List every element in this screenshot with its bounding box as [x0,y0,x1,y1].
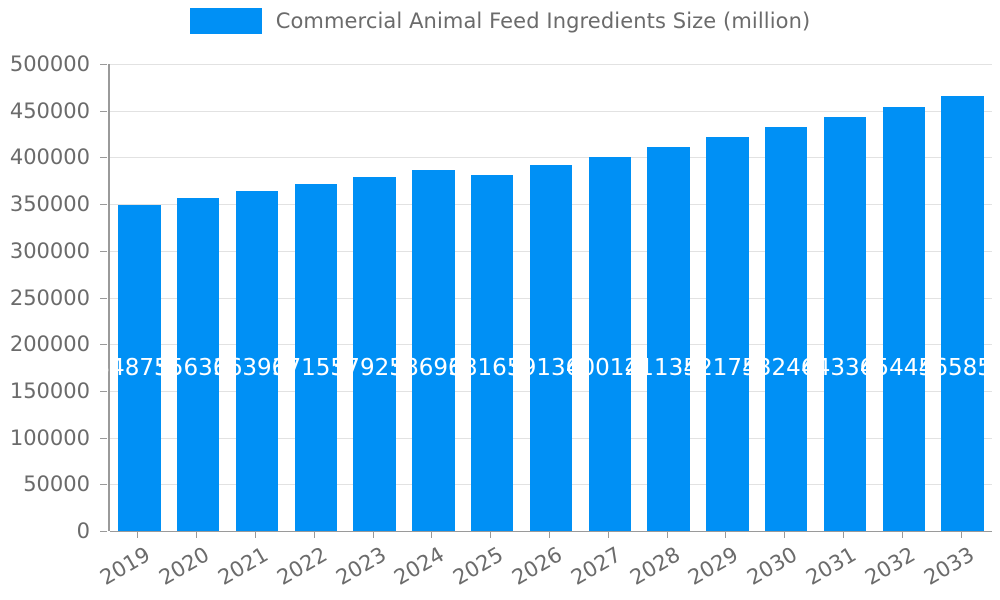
x-axis-tick-label: 2030 [743,542,802,590]
bar[interactable]: 371555 [272,183,360,531]
x-axis: 2019 2020 2021 2022 2023 2024 2025 2026 2027 2028… [96,531,990,600]
x-axis-tick-label: 2025 [449,542,508,590]
bar[interactable]: 356360 [154,198,242,531]
bar-slot: 356360 [154,64,242,531]
y-axis-tick-label: 300000 [9,238,90,263]
x-axis-tick-label: 2024 [390,542,449,590]
x-axis-tick-mark [549,531,550,538]
bar[interactable]: 432460 [742,127,830,531]
y-axis: 0 50000 100000 150000 200000 250000 300000 3500… [0,52,100,543]
bar[interactable]: 363960 [213,191,301,531]
bar[interactable]: 411354 [625,146,712,531]
x-axis-tick-mark [607,531,609,538]
x-axis-tick-mark [960,531,962,538]
y-axis-tick-label: 400000 [9,145,90,170]
gridline [110,157,992,159]
y-axis-tick-mark [100,531,107,532]
y-axis-tick-mark [100,64,107,65]
y-axis-tick-label: 350000 [9,192,90,217]
x-axis-tick-mark [196,531,198,538]
bar[interactable]: 465850 [919,95,1000,531]
bar-series: 348755 356360 363960 371555 379250 386960 3816… [95,64,1000,531]
y-axis-tick-mark [100,484,107,486]
y-axis-tick-mark [100,390,107,392]
x-axis-tick-label: 2019 [96,542,155,590]
bar-slot: 400120 [566,64,654,531]
plot-area: 348755 356360 363960 371555 379250 386960 3816… [95,64,1000,532]
x-axis-tick-mark [843,531,844,538]
x-axis-tick-mark [725,531,727,538]
x-axis-tick-label: 2031 [801,542,861,590]
x-axis-tick-mark [666,531,668,538]
x-axis-tick-label: 2032 [860,542,920,590]
y-axis-tick-label: 150000 [9,378,90,403]
bar[interactable]: 454455 [860,106,948,531]
bar[interactable]: 400120 [566,157,654,531]
y-axis-tick-mark [100,204,107,206]
y-axis-tick-mark [100,297,107,299]
x-axis-tick-mark [784,531,786,538]
bar-slot: 391360 [507,64,595,531]
y-axis-tick-mark [100,250,107,252]
x-axis-tick-mark [255,531,256,538]
legend-color-swatch [189,8,262,34]
y-axis-tick-label: 500000 [9,52,90,76]
bar[interactable]: 443360 [801,116,889,531]
bar-slot: 465850 [919,64,1000,531]
gridline [110,110,992,112]
x-axis-tick-mark [137,531,139,538]
x-axis-tick-mark [372,531,374,538]
y-axis-tick-label: 250000 [9,285,90,310]
x-axis-tick-label: 2021 [213,542,273,590]
bar[interactable]: 381650 [448,174,536,531]
bar[interactable]: 386960 [389,169,477,531]
bar-slot: 443360 [801,64,889,531]
x-axis-tick-label: 2026 [507,542,567,590]
bar-slot: 348755 [95,64,183,531]
y-axis-tick-label: 450000 [9,98,90,123]
bar[interactable]: 391360 [507,165,595,531]
x-axis-tick-label: 2023 [331,542,390,590]
x-axis-tick-label: 2029 [684,542,743,590]
legend-series-label: Commercial Animal Feed Ingredients Size … [275,9,811,33]
y-axis-tick-mark [100,437,107,439]
x-axis-tick-label: 2027 [566,542,626,590]
x-axis-tick-mark [313,531,315,538]
x-axis-tick-label: 2033 [919,542,978,590]
y-axis-tick-label: 200000 [9,332,90,357]
x-axis-tick-label: 2028 [625,542,684,590]
bar-slot: 386960 [389,64,477,531]
bar-slot: 379250 [331,64,418,531]
x-axis-tick-label: 2020 [155,542,214,590]
bar-slot: 363960 [213,64,301,531]
x-axis-tick-mark [431,531,433,538]
y-axis-tick-mark [100,110,107,112]
y-axis-tick-label: 0 [76,519,90,543]
gridline [110,64,992,65]
chart-legend: Commercial Animal Feed Ingredients Size … [0,8,1000,34]
x-axis-tick-mark [901,531,903,538]
x-axis-tick-label: 2022 [272,542,332,590]
y-axis-tick-mark [100,157,107,159]
bar-slot: 411354 [625,64,712,531]
bar-slot: 381650 [448,64,536,531]
y-axis-tick-label: 50000 [23,472,90,497]
x-axis-tick-mark [490,531,492,538]
y-axis-tick-mark [100,344,107,346]
bar[interactable]: 379250 [331,176,418,531]
gridline [110,531,992,532]
bar[interactable]: 421753 [683,137,771,531]
bar[interactable]: 348755 [95,205,183,531]
bar-slot: 454455 [860,64,948,531]
bar-slot: 421753 [683,64,771,531]
y-axis-tick-label: 100000 [9,425,90,450]
bar-slot: 371555 [272,64,360,531]
bar-slot: 432460 [742,64,830,531]
